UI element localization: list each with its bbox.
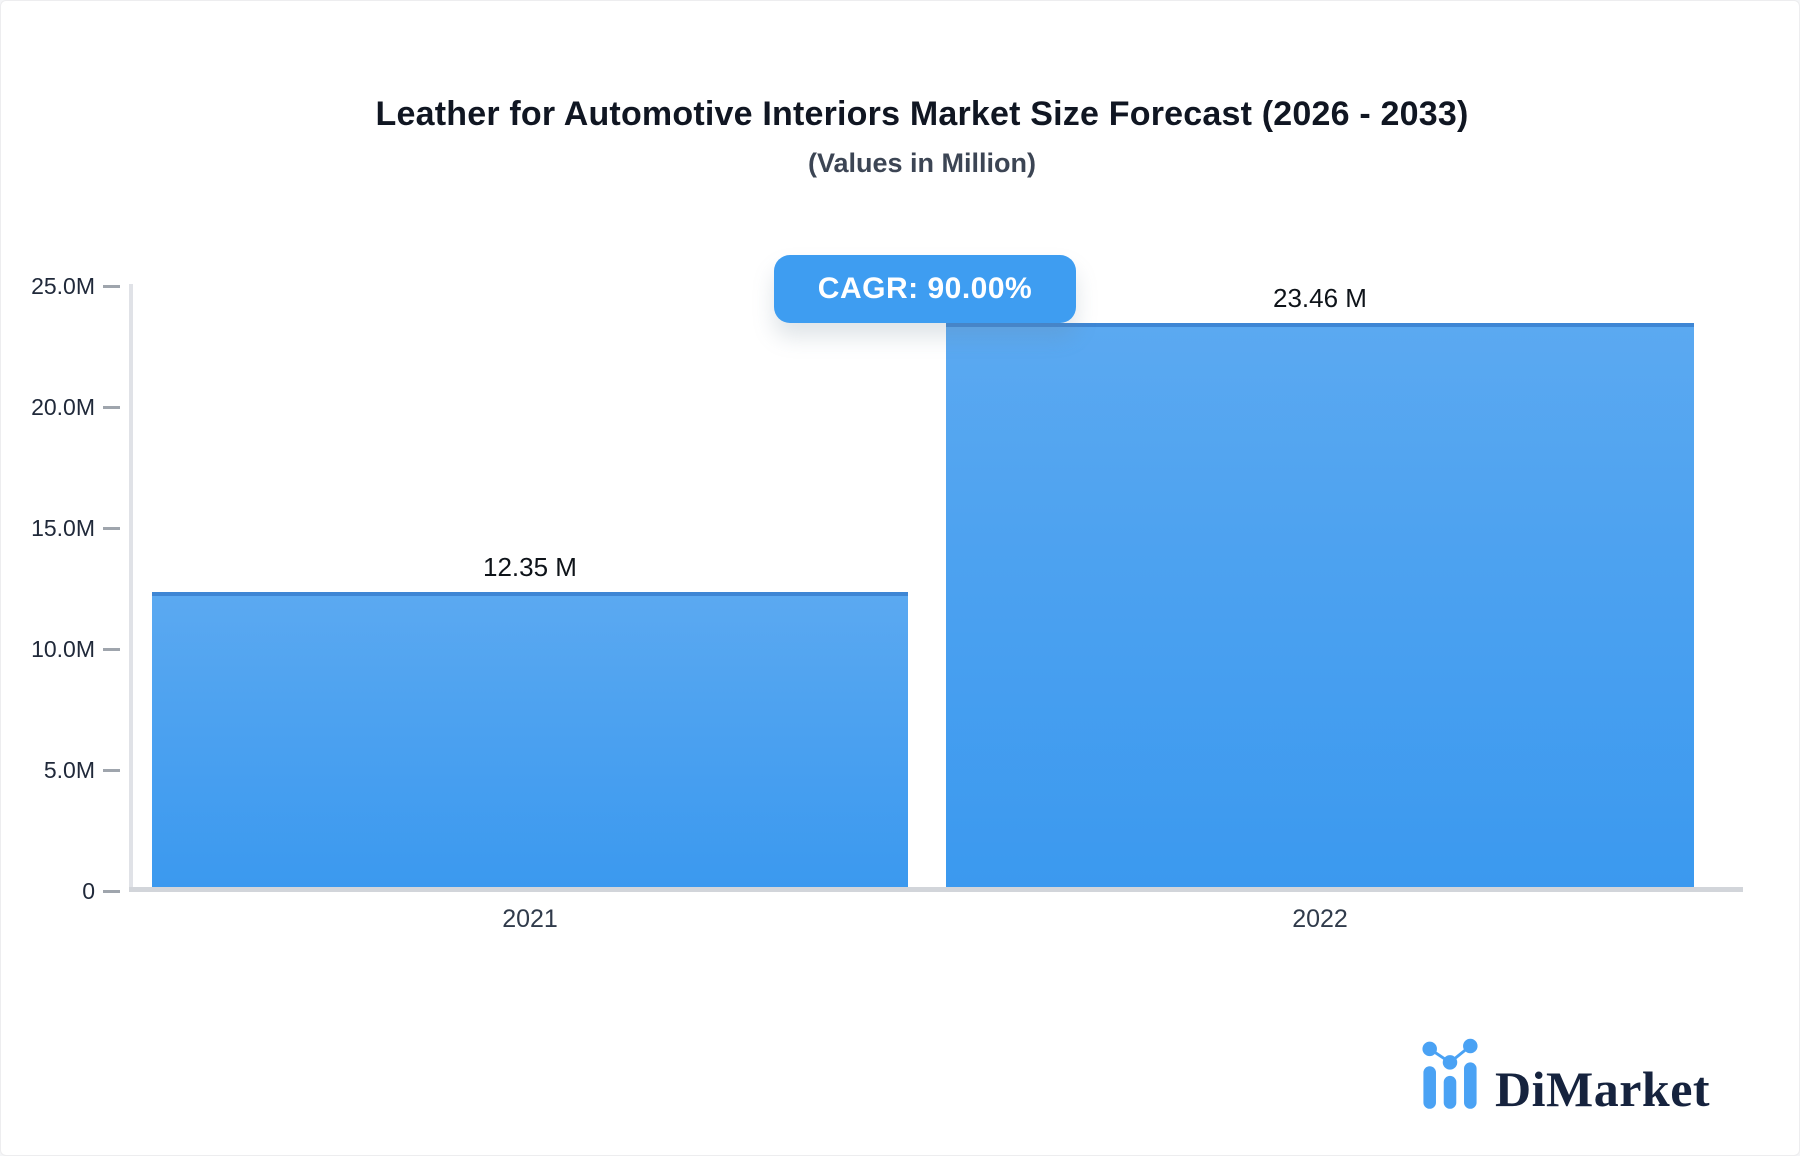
- chart-title: Leather for Automotive Interiors Market …: [375, 95, 1469, 133]
- y-axis-label: 10.0M: [31, 636, 95, 662]
- y-axis-label: 5.0M: [43, 757, 95, 783]
- bar-value-label-2021: 12.35 M: [483, 552, 577, 582]
- cagr-badge: CAGR: 90.00%: [774, 255, 1076, 323]
- y-axis-line: [129, 284, 133, 892]
- y-axis-label: 0: [82, 878, 95, 904]
- x-axis-label-2022: 2022: [1292, 905, 1348, 933]
- x-axis-baseline: [129, 887, 1743, 892]
- bar-value-label-2022: 23.46 M: [1273, 283, 1367, 313]
- bar-2021[interactable]: [152, 592, 908, 887]
- y-axis-tick: [103, 526, 120, 530]
- y-axis-label: 20.0M: [31, 394, 95, 420]
- x-axis-label-2021: 2021: [502, 905, 558, 933]
- y-axis-tick: [103, 647, 120, 651]
- mini-bar-line-chart-icon: [1421, 1037, 1479, 1116]
- bar-2022[interactable]: [946, 323, 1694, 887]
- y-axis-tick: [103, 768, 120, 772]
- y-axis-tick: [103, 284, 120, 288]
- y-axis-label: 25.0M: [31, 273, 95, 299]
- y-axis-tick: [103, 405, 120, 409]
- brand-logo: DiMarket: [1421, 1037, 1710, 1116]
- brand-name: DiMarket: [1495, 1061, 1711, 1117]
- y-axis-tick: [103, 889, 120, 893]
- y-axis-label: 15.0M: [31, 515, 95, 541]
- cagr-badge-label: CAGR: 90.00%: [817, 272, 1033, 305]
- chart-subtitle: (Values in Million): [807, 148, 1037, 178]
